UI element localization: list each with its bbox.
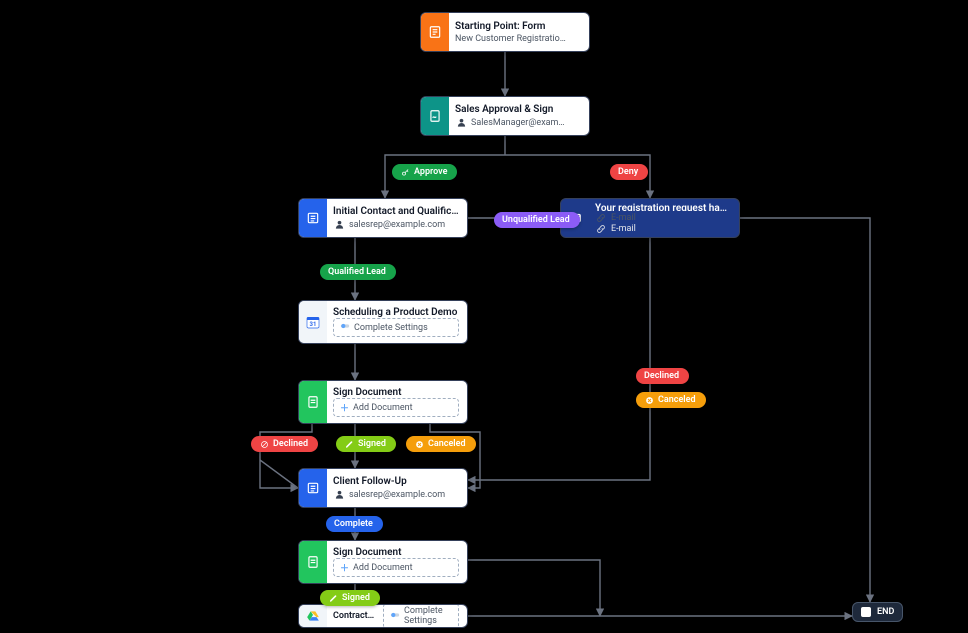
node-title: Client Follow-Up [333,476,459,487]
node-registration_req[interactable]: Your registration request has … E-mail E-m… [560,198,740,238]
pill-signed2[interactable]: Signed [320,590,380,606]
node-title: Sign Document [333,547,459,558]
pill-qualified[interactable]: Qualified Lead [320,264,396,280]
pill-unqualified[interactable]: Unqualified Lead [494,212,580,228]
node-title: Scheduling a Product Demo [333,307,459,318]
list-icon [299,199,327,237]
edge [468,238,650,480]
node-action-button[interactable]: Complete Settings [383,604,459,628]
pill-label: Qualified Lead [328,267,386,277]
toggle-icon [340,321,350,334]
flowchart-canvas: Starting Point: Form New Customer Registr… [0,0,968,633]
plus-icon: ＋ [340,561,349,574]
node-title: Contracts Drive [333,611,377,621]
button-label: Complete Settings [354,323,428,333]
pill-label: Signed [358,439,386,449]
edge [740,218,870,602]
block-icon [259,439,269,449]
calendar31-icon: 31 [299,301,327,343]
node-body: Client Follow-Up salesrep@example.com [327,469,467,507]
node-subtitle: New Customer Registratio… [455,34,581,44]
node-action-button[interactable]: Complete Settings [333,318,459,337]
svg-text:31: 31 [310,321,317,328]
button-label: Complete Settings [404,606,452,626]
node-sales_approval[interactable]: Sales Approval & Sign SalesManager@exam… [420,96,590,136]
node-body: Contracts Drive Complete Settings [327,605,467,627]
end-node[interactable]: END [852,602,903,622]
node-body: Starting Point: Form New Customer Registr… [449,13,589,51]
link-icon [595,213,607,222]
edge [468,560,600,616]
node-contracts_drive[interactable]: Contracts Drive Complete Settings [298,604,468,628]
plus-icon: ＋ [340,401,349,414]
node-sign_doc_2[interactable]: Sign Document ＋ Add Document [298,540,468,584]
pill-label: Deny [618,167,638,177]
node-title: Sales Approval & Sign [455,104,581,115]
node-body: Sales Approval & Sign SalesManager@exam… [449,97,589,135]
pill-declined2[interactable]: Declined [636,368,689,384]
node-sign_doc_1[interactable]: Sign Document ＋ Add Document [298,380,468,424]
pill-label: Declined [644,371,679,381]
pen-icon [328,593,338,603]
pill-label: Approve [414,167,447,177]
doc_lines-icon [299,381,327,423]
node-client_followup[interactable]: Client Follow-Up salesrep@example.com [298,468,468,508]
pill-complete[interactable]: Complete [326,516,383,532]
node-title: Initial Contact and Qualificat… [333,206,459,217]
node-body: Your registration request has … E-mail E-m… [589,199,739,237]
node-action-button[interactable]: ＋ Add Document [333,398,459,417]
key-icon [400,167,410,177]
node-action-button[interactable]: ＋ Add Document [333,558,459,577]
user-icon [455,117,467,129]
x-icon [414,439,424,449]
node-title: Your registration request has … [595,203,731,211]
pill-label: Canceled [658,395,696,405]
doc_sign-icon [421,97,449,135]
link-icon [595,224,607,233]
list-icon [299,469,327,507]
toggle-icon [390,610,400,623]
node-subtitle: E-mail [595,213,731,222]
pill-label: Complete [334,519,373,529]
node-subtitle: SalesManager@exam… [455,117,581,129]
stop-icon [861,607,871,617]
node-body: Sign Document ＋ Add Document [327,381,467,423]
node-body: Initial Contact and Qualificat… salesrep@… [327,199,467,237]
node-title: Starting Point: Form [455,21,581,32]
node-body: Scheduling a Product Demo Complete Settin… [327,301,467,343]
node-body: Sign Document ＋ Add Document [327,541,467,583]
user-icon [333,219,345,231]
node-subtitle: salesrep@example.com [333,219,459,231]
doc_lines-icon [299,541,327,583]
node-title: Sign Document [333,387,459,398]
pill-signed1[interactable]: Signed [336,436,396,452]
drive-icon [299,605,327,627]
x-icon [644,395,654,405]
user-icon [333,489,345,501]
node-scheduling[interactable]: 31 Scheduling a Product Demo Complete Sett… [298,300,468,344]
node-subtitle: E-mail [595,224,731,233]
pen-icon [344,439,354,449]
pill-label: Unqualified Lead [502,215,570,225]
pill-canceled2[interactable]: Canceled [636,392,706,408]
pill-label: Declined [273,439,308,449]
pill-declined1[interactable]: Declined [251,436,318,452]
button-label: Add Document [353,403,413,413]
pill-approve[interactable]: Approve [392,164,457,180]
pill-deny[interactable]: Deny [610,164,648,180]
pill-label: Signed [342,593,370,603]
node-initial_contact[interactable]: Initial Contact and Qualificat… salesrep@… [298,198,468,238]
pill-canceled1[interactable]: Canceled [406,436,476,452]
node-start[interactable]: Starting Point: Form New Customer Registr… [420,12,590,52]
pill-label: Canceled [428,439,466,449]
edges-layer [0,0,968,633]
form-icon [421,13,449,51]
button-label: Add Document [353,563,413,573]
node-subtitle: salesrep@example.com [333,489,459,501]
end-label: END [877,607,894,617]
